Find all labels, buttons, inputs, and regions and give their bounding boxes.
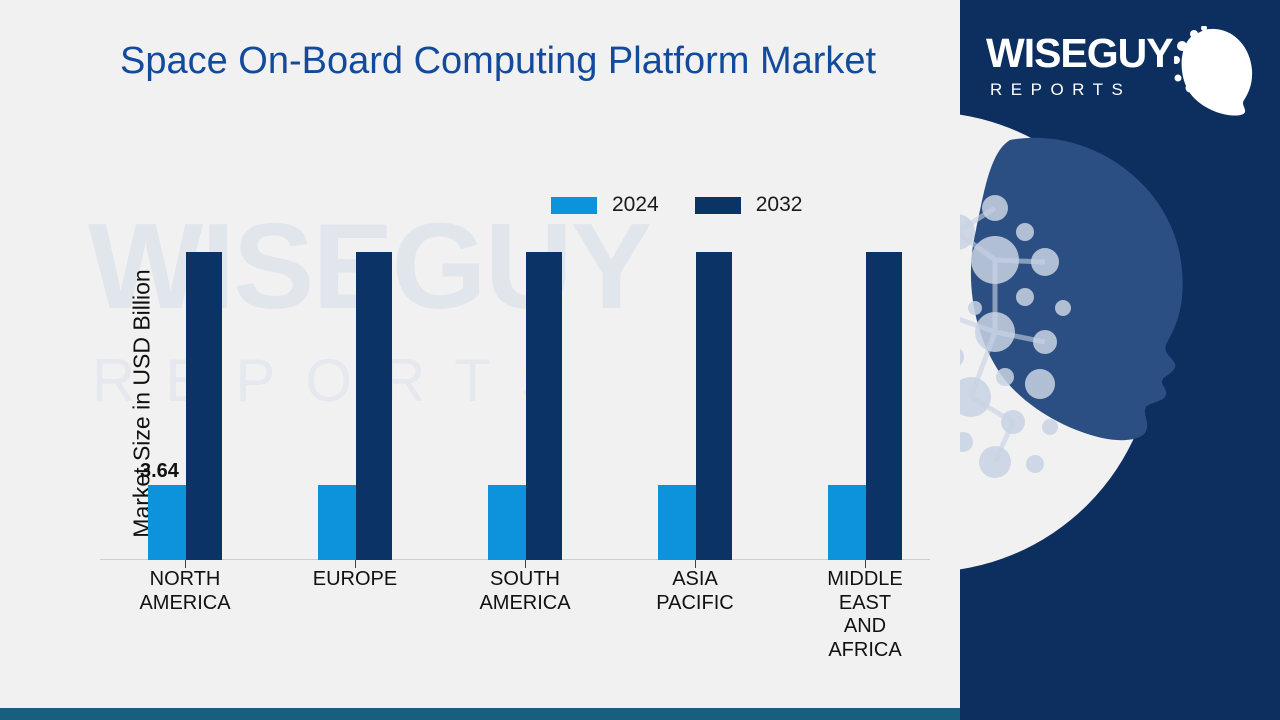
legend-swatch-2032 (694, 196, 741, 214)
page-title: Space On-Board Computing Platform Market (120, 40, 877, 82)
category-label: SOUTH AMERICA (479, 568, 571, 614)
bar-group: MIDDLE EAST AND AFRICA (827, 190, 903, 661)
axis-tick (355, 560, 356, 568)
axis-tick (185, 560, 186, 568)
bar-2032[interactable] (356, 252, 392, 560)
category-label: MIDDLE EAST AND AFRICA (827, 568, 903, 661)
legend-label-2024: 2024 (612, 193, 659, 216)
bar-2024[interactable] (318, 485, 356, 560)
category-label: ASIA PACIFIC (656, 568, 734, 614)
bar-2032[interactable] (696, 252, 732, 560)
wiseguy-logo: WISEGUY REPORTS (986, 26, 1254, 116)
axis-tick (865, 560, 866, 568)
y-axis-label-wrap: Market Size in USD Billion (62, 190, 155, 560)
bar-2024[interactable] (148, 485, 186, 560)
logo-wordmark: WISEGUY (986, 30, 1174, 76)
brain-dots-graphic (960, 195, 1071, 478)
axis-tick (695, 560, 696, 568)
logo-head-icon (1174, 26, 1253, 116)
plot-area: 3.64 NORTH AMERICA EUROPE SOUTH AMERICA ASIA… (100, 190, 930, 661)
logo-tagline: REPORTS (990, 80, 1132, 99)
bar-value-label: 3.64 (140, 460, 179, 482)
bar-group: EUROPE (313, 190, 397, 590)
legend-label-2032: 2032 (755, 193, 803, 216)
category-label: NORTH AMERICA (139, 568, 231, 614)
bar-2024[interactable] (828, 485, 866, 560)
bar-2032[interactable] (526, 252, 562, 560)
chart-legend: 2024 2032 (551, 193, 802, 217)
bar-group: SOUTH AMERICA (479, 190, 571, 614)
bottom-accent-bar (0, 708, 960, 720)
bar-2032[interactable] (866, 252, 902, 560)
bar-group: ASIA PACIFIC (656, 190, 734, 614)
legend-item-2024[interactable]: 2024 (551, 193, 659, 217)
legend-swatch-2024 (551, 196, 597, 214)
bar-2024[interactable] (488, 485, 526, 560)
bar-group: 3.64 NORTH AMERICA (139, 190, 231, 614)
legend-item-2032[interactable]: 2032 (694, 193, 803, 217)
axis-tick (525, 560, 526, 568)
category-label: EUROPE (312, 568, 398, 590)
brand-panel: WISEGUY REPORTS (960, 0, 1280, 720)
head-silhouette-graphic (970, 137, 1183, 441)
bar-2024[interactable] (658, 485, 696, 560)
bar-2032[interactable] (186, 252, 222, 560)
